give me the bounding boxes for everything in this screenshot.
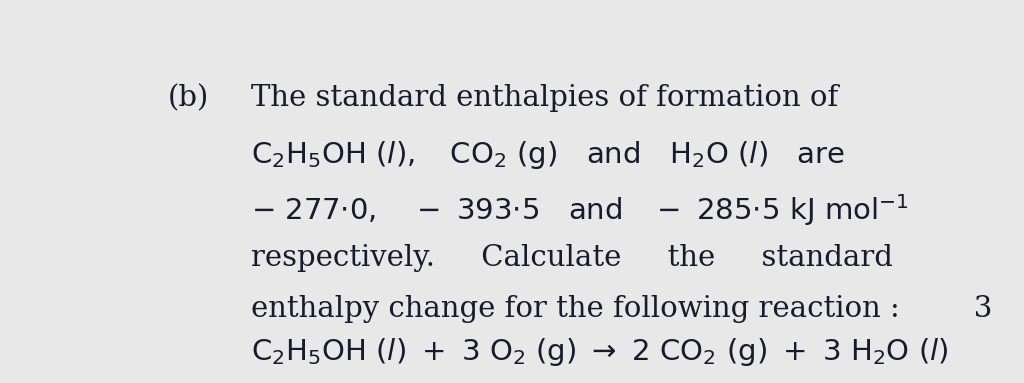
Text: respectively.     Calculate     the     standard: respectively. Calculate the standard [251, 244, 893, 272]
Text: enthalpy change for the following reaction :        3: enthalpy change for the following reacti… [251, 295, 992, 323]
Text: $\mathrm{C_2H_5OH\ (}\mathit{l}\mathrm{),\quad CO_2\ (g)\quad and\quad H_2O\ (}\: $\mathrm{C_2H_5OH\ (}\mathit{l}\mathrm{)… [251, 139, 845, 171]
Text: (b): (b) [168, 84, 209, 112]
Text: $\mathrm{C_2H_5OH\ (}\mathit{l}\mathrm{)\ +\ 3\ O_2\ (g)\ \rightarrow\ 2\ CO_2\ : $\mathrm{C_2H_5OH\ (}\mathit{l}\mathrm{)… [251, 336, 948, 368]
Text: $-\ 277{\cdot}0,\quad -\ 393{\cdot}5\quad \mathrm{and}\quad -\ 285{\cdot}5\ \mat: $-\ 277{\cdot}0,\quad -\ 393{\cdot}5\qua… [251, 192, 908, 228]
Text: The standard enthalpies of formation of: The standard enthalpies of formation of [251, 84, 839, 112]
